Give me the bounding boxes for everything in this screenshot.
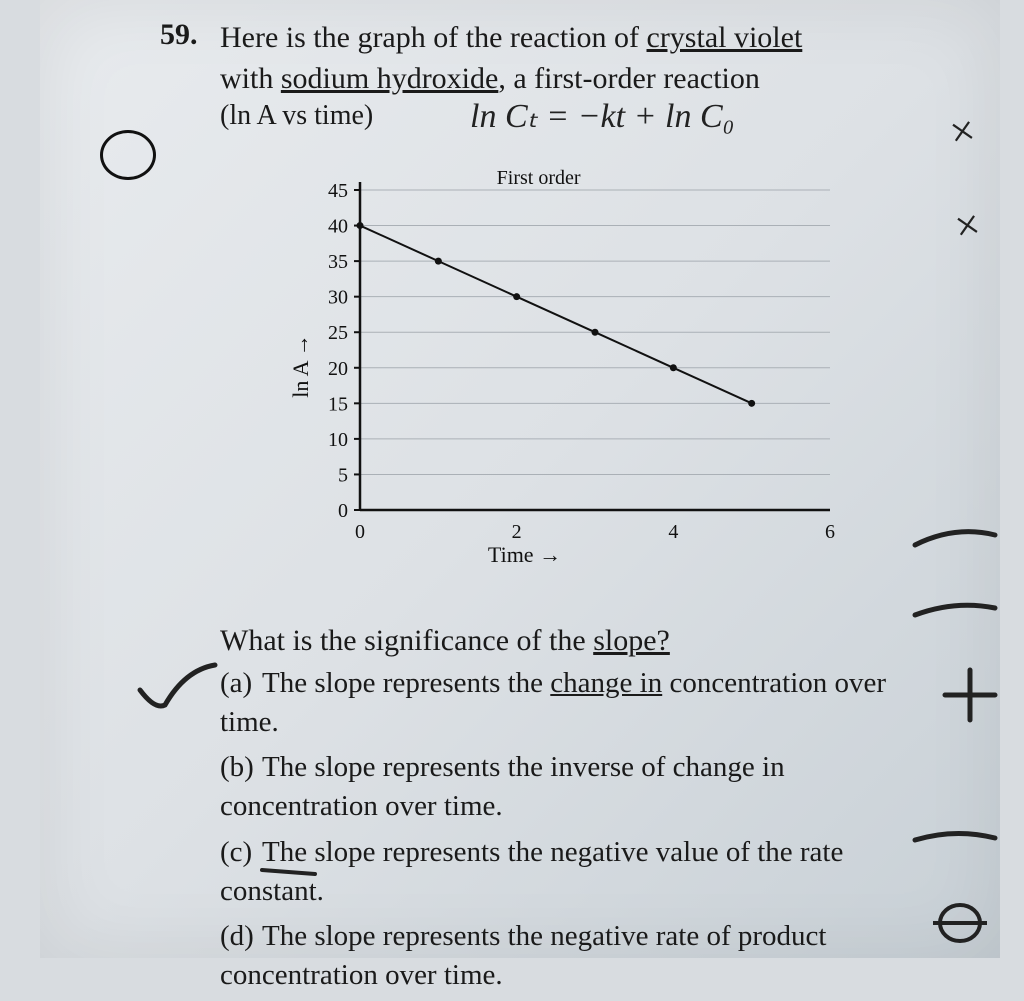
svg-text:25: 25: [328, 322, 348, 344]
svg-text:Time →: Time →: [488, 542, 561, 567]
svg-text:35: 35: [328, 251, 348, 273]
qtext-underline2: sodium hydroxide: [281, 62, 499, 95]
option-c: (c)The slope represents the negative val…: [220, 833, 940, 911]
hand-dash-2: [910, 590, 1000, 630]
svg-text:0: 0: [355, 521, 365, 543]
svg-text:ln A →: ln A →: [290, 334, 313, 398]
option-d: (d)The slope represents the negative rat…: [220, 917, 940, 995]
svg-text:2: 2: [512, 521, 522, 543]
svg-text:40: 40: [328, 216, 348, 238]
hand-circle-mark: [100, 130, 156, 180]
hand-dash-3: [910, 820, 1000, 860]
svg-text:6: 6: [825, 521, 835, 543]
hand-plus-mark: [935, 665, 1005, 725]
textbook-page: 59. Here is the graph of the reaction of…: [40, 0, 1000, 958]
qtext-tail: , a first-order reaction: [498, 62, 760, 95]
question-subtext: (ln A vs time): [220, 100, 373, 132]
first-order-chart: 0 5 10 15 20 25 30 35 40 45 0 2 4 6 First order Time → l…: [290, 160, 850, 570]
qtext-part2: with: [220, 62, 281, 95]
qtext-underline1: crystal violet: [647, 21, 803, 54]
svg-text:4: 4: [668, 521, 678, 543]
question-number: 59.: [160, 18, 198, 52]
question-what: What is the significance of the slope?: [220, 624, 670, 658]
hand-x-mark-2: ×: [951, 198, 984, 253]
option-a: (a)The slope represents the change in co…: [220, 664, 940, 742]
hand-x-mark-1: ×: [946, 104, 979, 159]
hand-theta-mark: [925, 895, 995, 950]
qtext-part1: Here is the graph of the reaction of: [220, 21, 647, 54]
svg-text:0: 0: [338, 500, 348, 522]
hand-checkmark: [130, 660, 220, 720]
svg-text:30: 30: [328, 287, 348, 309]
svg-text:10: 10: [328, 429, 348, 451]
svg-text:First order: First order: [497, 167, 581, 189]
question-text: Here is the graph of the reaction of cry…: [220, 18, 940, 99]
answer-options: (a)The slope represents the change in co…: [220, 664, 940, 1001]
svg-text:45: 45: [328, 180, 348, 202]
svg-text:5: 5: [338, 464, 348, 486]
hand-dash-1: [910, 520, 1000, 560]
svg-text:20: 20: [328, 358, 348, 380]
svg-text:15: 15: [328, 393, 348, 415]
option-b: (b)The slope represents the inverse of c…: [220, 748, 940, 826]
hand-strike-c: [260, 862, 320, 882]
handwritten-equation: ln Cₜ = −kt + ln C₀: [470, 96, 734, 136]
